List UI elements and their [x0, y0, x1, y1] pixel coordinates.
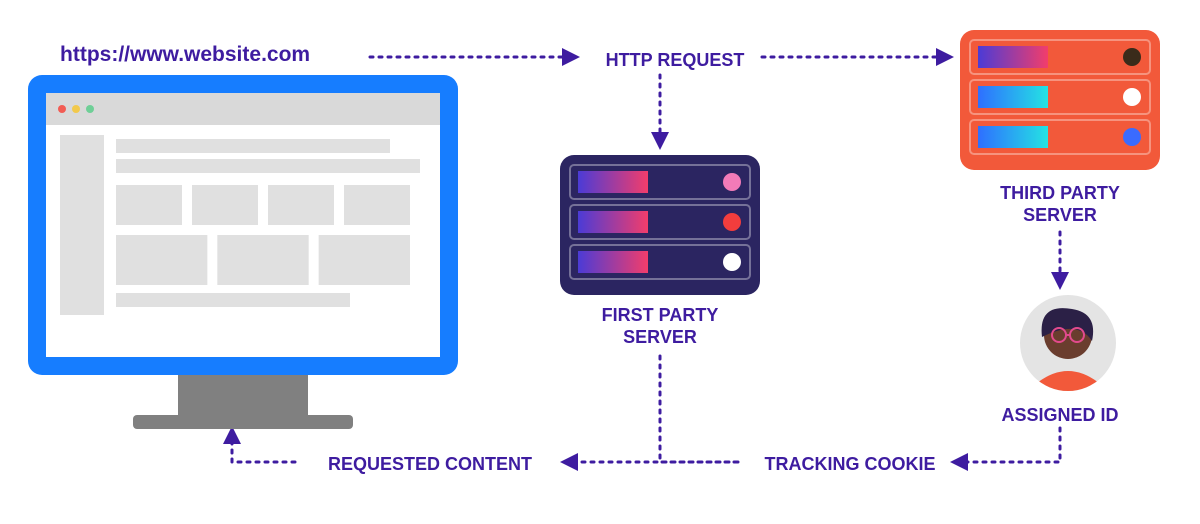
monitor-icon [28, 75, 458, 429]
assigned-id-label: ASSIGNED ID [985, 405, 1135, 427]
url-label: https://www.website.com [60, 42, 370, 67]
http-request-label: HTTP REQUEST [590, 50, 760, 72]
requested-content-label: REQUESTED CONTENT [300, 454, 560, 476]
content-to-monitor [232, 438, 295, 462]
third-party-server-label: THIRD PARTY SERVER [965, 183, 1155, 226]
first-party-server-label: FIRST PARTY SERVER [570, 305, 750, 348]
third-party-server-icon [960, 30, 1160, 170]
avatar-to-cookie [962, 428, 1060, 462]
diagram-canvas [0, 0, 1200, 524]
first-party-server-icon [560, 155, 760, 295]
avatar-icon [1020, 295, 1116, 391]
tracking-cookie-label: TRACKING COOKIE [745, 454, 955, 476]
server1-to-cookie-join [660, 356, 738, 462]
